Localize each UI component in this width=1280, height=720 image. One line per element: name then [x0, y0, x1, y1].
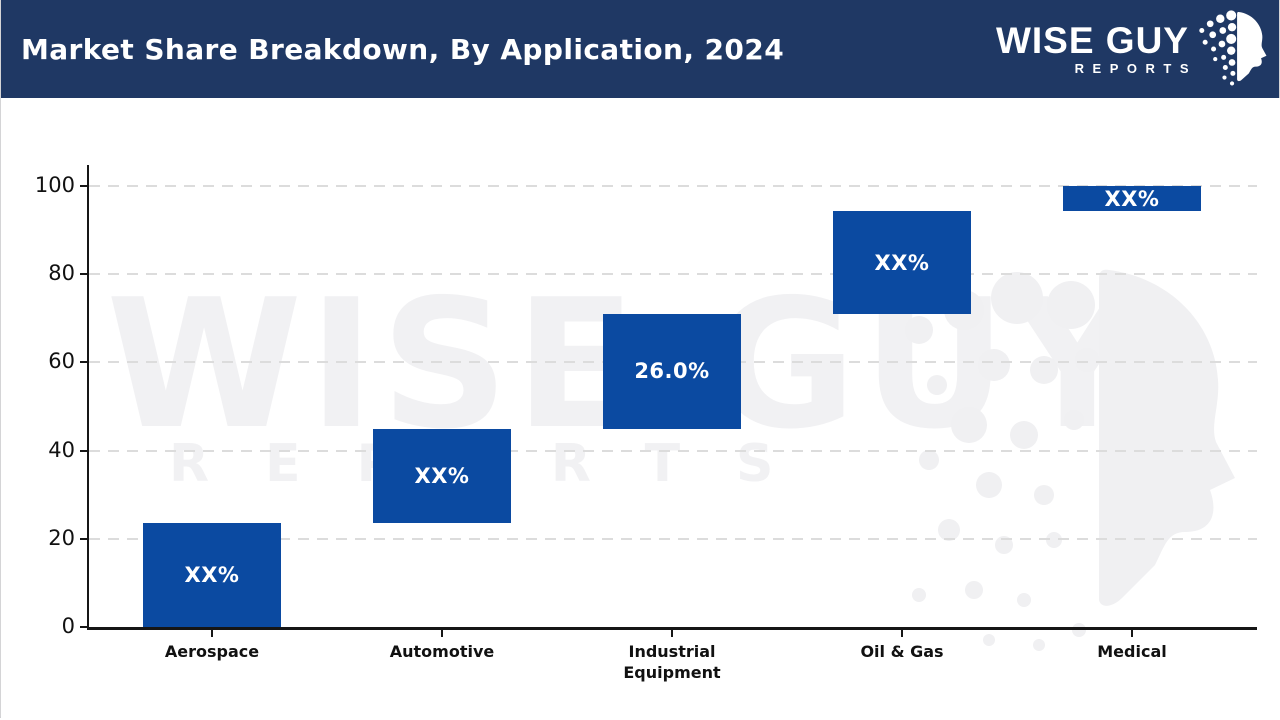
wise-guy-logo: WISE GUY REPORTS [996, 6, 1269, 92]
x-tickmark-aerospace [211, 630, 213, 637]
x-tickmark-medical [1131, 630, 1133, 637]
x-label-medical: Medical [1097, 642, 1167, 661]
bar-oil-gas: XX% [833, 211, 971, 314]
y-tickmark-100 [80, 185, 89, 187]
y-tick-label-100: 100 [34, 173, 75, 197]
x-tickmark-industrial-equipment [671, 630, 673, 637]
logo-head-icon [1199, 10, 1267, 86]
page-title: Market Share Breakdown, By Application, … [21, 32, 785, 66]
gridline-40 [89, 449, 1257, 452]
x-label-automotive: Automotive [389, 642, 495, 661]
x-tickmark-oil-gas [901, 630, 903, 637]
logo-wordmark: WISE GUY [995, 19, 1189, 61]
bar-label-oil-gas: XX% [874, 250, 930, 275]
x-label-oil-gas: Oil & Gas [860, 642, 944, 661]
gridline-20 [89, 537, 1257, 540]
bar-automotive: XX% [373, 428, 511, 524]
y-tick-label-80: 80 [48, 261, 75, 286]
gridline-100 [89, 185, 1257, 187]
y-tick-label-20: 20 [48, 525, 75, 550]
x-tickmark-automotive [441, 630, 443, 637]
y-axis-spine [87, 165, 89, 630]
y-tick-label-60: 60 [48, 349, 75, 374]
bar-label-aerospace: XX% [184, 563, 240, 588]
bar-label-medical: XX% [1104, 186, 1160, 211]
x-label-aerospace: Aerospace [164, 642, 260, 661]
y-tickmark-20 [80, 537, 89, 540]
y-tickmark-40 [80, 449, 89, 452]
x-label-industrial-equipment: Industrial [628, 642, 716, 661]
chart-area: WISE GUY REPORTS 020406080100XX%Aerospac… [1, 98, 1280, 718]
y-tickmark-80 [80, 273, 89, 276]
bar-label-industrial-equipment: 26.0% [634, 359, 710, 384]
y-tick-label-0: 0 [61, 614, 75, 638]
y-tick-label-40: 40 [48, 437, 75, 462]
bar-industrial-equipment: 26.0% [603, 313, 741, 429]
logo-subtitle: REPORTS [1074, 61, 1197, 77]
logo-text: WISE GUY REPORTS [995, 19, 1189, 77]
x-label-industrial-equipment-line2: Equipment [623, 663, 721, 682]
y-tickmark-60 [80, 361, 89, 364]
bar-medical: XX% [1063, 186, 1201, 212]
watermark-face-dots-icon [905, 269, 1235, 651]
x-axis-spine [87, 627, 1257, 630]
gridline-80 [89, 273, 1257, 276]
bar-label-automotive: XX% [414, 463, 470, 488]
y-tickmark-0 [80, 626, 89, 628]
header: Market Share Breakdown, By Application, … [1, 0, 1279, 98]
bar-aerospace: XX% [143, 523, 281, 627]
